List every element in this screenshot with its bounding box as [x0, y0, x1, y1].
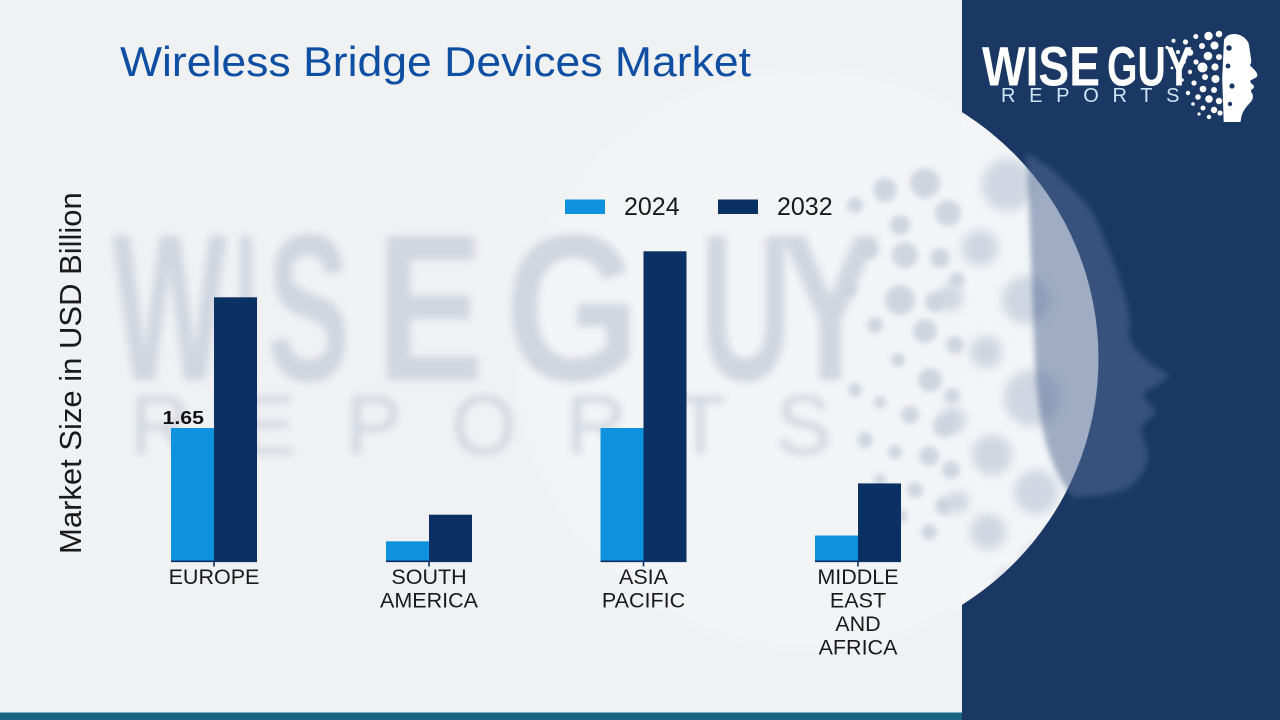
svg-text:Y: Y [780, 192, 880, 425]
svg-text:ASIA: ASIA [619, 565, 669, 589]
svg-text:GUY: GUY [1107, 36, 1192, 99]
svg-text:E: E [376, 192, 484, 425]
svg-text:W: W [112, 192, 227, 425]
svg-text:AMERICA: AMERICA [380, 589, 479, 613]
svg-text:U: U [700, 192, 792, 425]
svg-text:EAST: EAST [830, 589, 886, 613]
svg-text:S: S [267, 192, 350, 425]
svg-text:AND: AND [835, 612, 880, 636]
svg-text:REPORTS: REPORTS [1001, 85, 1193, 107]
svg-text:EUROPE: EUROPE [169, 565, 260, 589]
svg-text:Market Size in USD Billion: Market Size in USD Billion [53, 192, 88, 554]
svg-text:SOUTH: SOUTH [391, 565, 466, 589]
svg-text:PACIFIC: PACIFIC [602, 589, 685, 613]
svg-text:WISE: WISE [982, 35, 1100, 97]
svg-text:AFRICA: AFRICA [819, 636, 899, 660]
svg-text:2032: 2032 [777, 193, 833, 221]
svg-text:Wireless Bridge Devices Market: Wireless Bridge Devices Market [120, 38, 751, 85]
svg-text:MIDDLE: MIDDLE [817, 565, 898, 589]
svg-text:2024: 2024 [624, 193, 680, 221]
svg-text:G: G [505, 192, 640, 425]
svg-text:1.65: 1.65 [163, 407, 205, 428]
